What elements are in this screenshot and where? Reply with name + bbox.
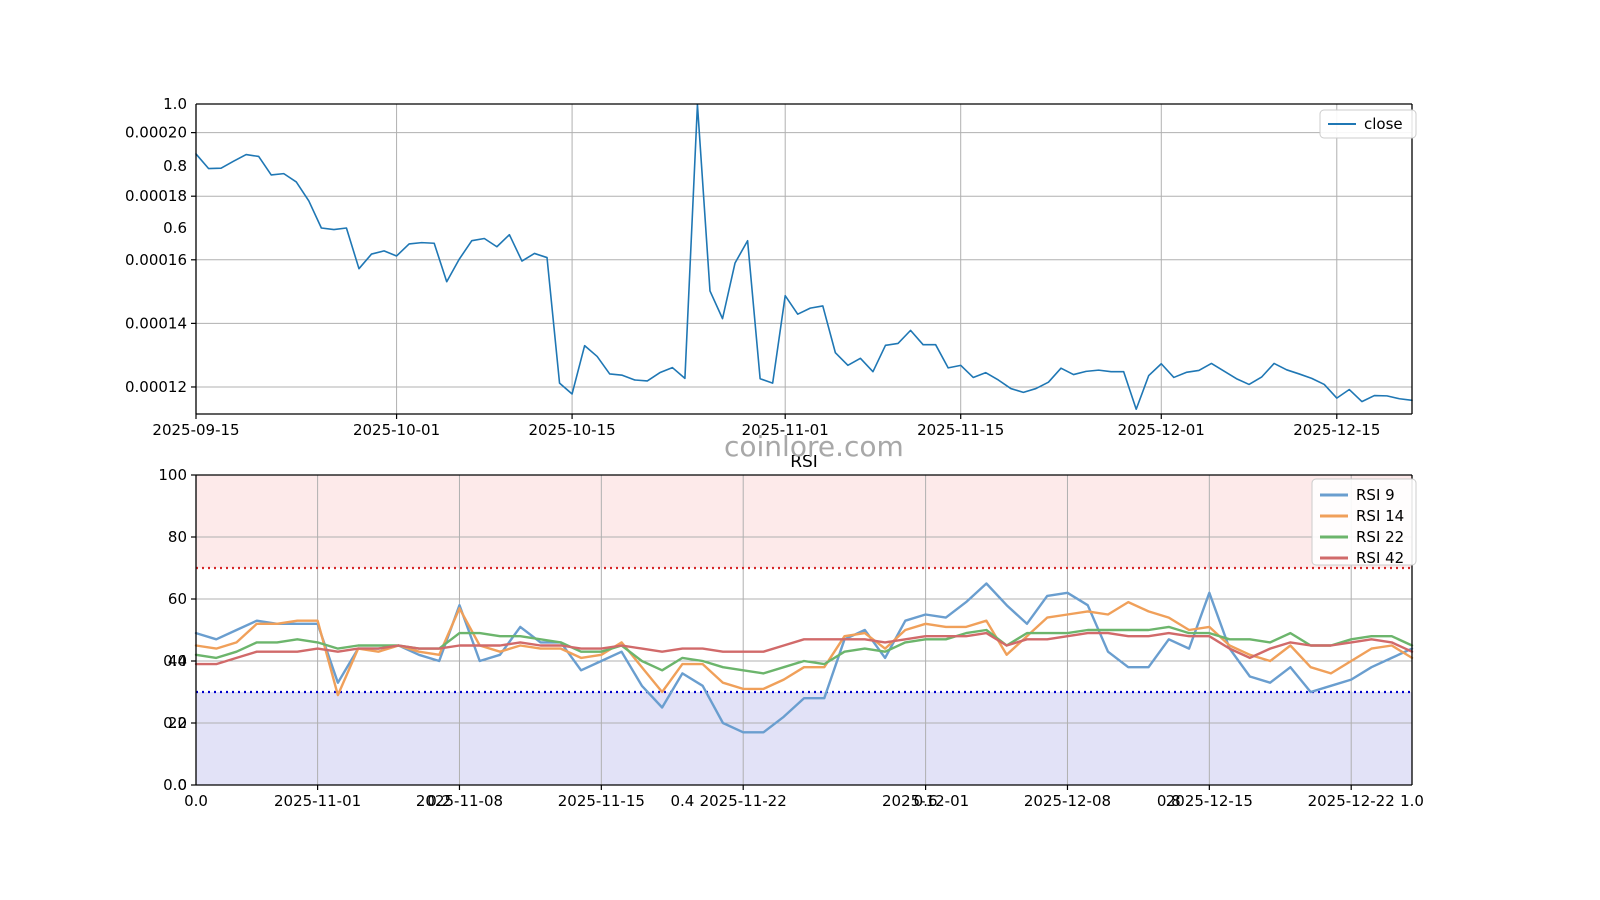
rsi-ytick-label: 40 bbox=[168, 652, 187, 670]
rsi-panel-title: RSI bbox=[790, 455, 818, 472]
price-ytick-label: 0.00014 bbox=[125, 314, 187, 332]
rsi-xtick-label: 2025-11-01 bbox=[274, 792, 361, 810]
price-series-close bbox=[195, 103, 1413, 411]
price-xtick-label: 2025-11-01 bbox=[742, 421, 829, 439]
rsi-band bbox=[196, 692, 1412, 785]
rsi-ytick-label: 60 bbox=[168, 590, 187, 608]
rsi-series-rsi-42 bbox=[194, 631, 1414, 666]
rsi-legend-label: RSI 9 bbox=[1356, 486, 1395, 504]
rsi-xtick-label: 2025-11-08 bbox=[416, 792, 503, 810]
rsi-legend[interactable]: RSI 9 RSI 14 RSI 22 RSI 42 bbox=[1311, 478, 1417, 567]
price-xtick-label: 2025-10-15 bbox=[528, 421, 615, 439]
rsi-ytick-label: 100 bbox=[158, 466, 187, 484]
rsi-ytick-label: 80 bbox=[168, 528, 187, 546]
rsi-legend-label: RSI 14 bbox=[1356, 507, 1404, 525]
rsi-chart-panel: 0 20 40 60 80 100 0.0 0.2 0.4 2025-11-01 2025-11-0… bbox=[158, 455, 1424, 810]
price-ytick-overlay-label: 1.0 bbox=[163, 95, 187, 113]
price-xtick-label: 2025-10-01 bbox=[353, 421, 440, 439]
price-xtick-label: 2025-09-15 bbox=[152, 421, 239, 439]
rsi-xtick-overlay-label: 0.2 bbox=[427, 792, 451, 810]
price-legend[interactable]: close bbox=[1319, 109, 1417, 139]
rsi-ytick-overlay-label: 0.2 bbox=[163, 714, 187, 732]
price-ytick-overlay-label: 0.6 bbox=[163, 219, 187, 237]
price-xtick-label: 2025-12-15 bbox=[1293, 421, 1380, 439]
rsi-band bbox=[196, 475, 1412, 568]
rsi-ytick-overlay-label: 0.4 bbox=[163, 652, 187, 670]
price-ytick-label: 0.00012 bbox=[125, 378, 187, 396]
rsi-xtick-overlay-label: 0.8 bbox=[1157, 792, 1181, 810]
price-xtick-label: 2025-12-01 bbox=[1118, 421, 1205, 439]
watermark-coinlore: coinlore.com bbox=[724, 430, 904, 463]
rsi-legend-label: RSI 42 bbox=[1356, 549, 1404, 567]
rsi-legend-box bbox=[1311, 478, 1417, 566]
rsi-xtick-overlay-label: 0.0 bbox=[184, 792, 208, 810]
price-ytick-label: 0.00020 bbox=[125, 124, 187, 142]
rsi-ytick-label: 20 bbox=[168, 714, 187, 732]
price-legend-label: close bbox=[1364, 115, 1403, 133]
price-ytick-label: 0.00018 bbox=[125, 187, 187, 205]
rsi-xtick-label: 2025-12-15 bbox=[1166, 792, 1253, 810]
price-legend-box bbox=[1319, 109, 1417, 139]
rsi-ytick-label: 0 bbox=[177, 776, 187, 794]
rsi-xtick-label: 2025-12-08 bbox=[1024, 792, 1111, 810]
rsi-xtick-label: 2025-11-22 bbox=[700, 792, 787, 810]
price-ytick-overlay-label: 0.8 bbox=[163, 157, 187, 175]
rsi-xtick-label: 2025-12-22 bbox=[1308, 792, 1395, 810]
rsi-xtick-label: 2025-12-01 bbox=[882, 792, 969, 810]
rsi-xtick-label: 2025-11-15 bbox=[558, 792, 645, 810]
rsi-xtick-overlay-label: 0.4 bbox=[670, 792, 694, 810]
rsi-xtick-overlay-label: 0.6 bbox=[914, 792, 938, 810]
rsi-xtick-overlay-label: 1.0 bbox=[1400, 792, 1424, 810]
price-ytick-label: 0.00016 bbox=[125, 251, 187, 269]
price-xtick-label: 2025-11-15 bbox=[917, 421, 1004, 439]
rsi-legend-label: RSI 22 bbox=[1356, 528, 1404, 546]
rsi-ytick-overlay-label: 0.0 bbox=[163, 776, 187, 794]
price-chart-panel: 0.00012 0.00014 0.00016 0.00018 0.00020 0.6 0.… bbox=[125, 95, 1417, 439]
